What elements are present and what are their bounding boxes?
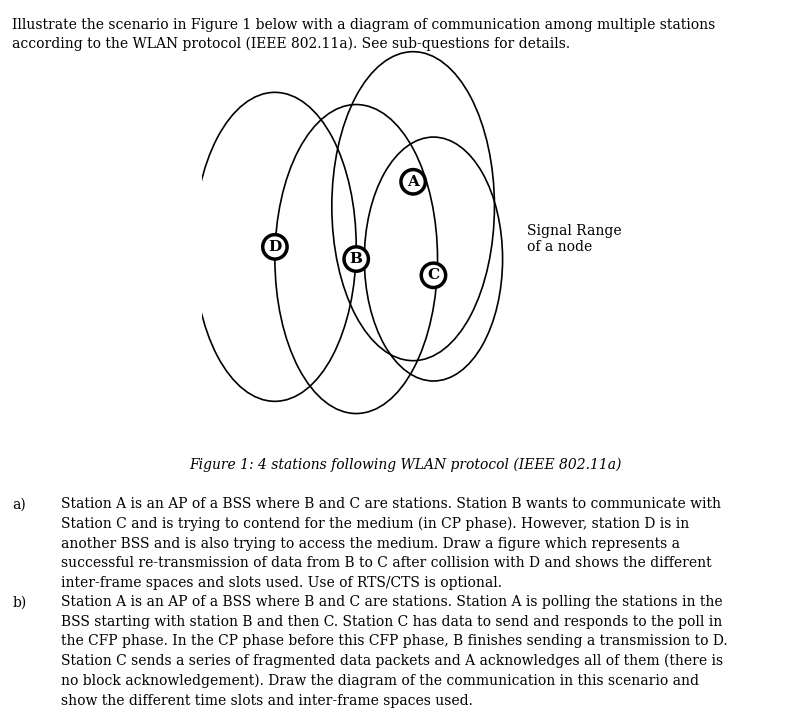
Text: Illustrate the scenario in Figure 1 below with a diagram of communication among : Illustrate the scenario in Figure 1 belo… (12, 18, 715, 51)
Circle shape (421, 263, 446, 287)
Text: A: A (407, 175, 419, 189)
Text: B: B (350, 252, 363, 266)
Text: Station A is an AP of a BSS where B and C are stations. Station A is polling the: Station A is an AP of a BSS where B and … (61, 595, 727, 708)
Text: C: C (428, 269, 440, 282)
Text: Station A is an AP of a BSS where B and C are stations. Station B wants to commu: Station A is an AP of a BSS where B and … (61, 497, 721, 590)
Circle shape (344, 247, 369, 272)
Text: a): a) (12, 497, 26, 511)
Circle shape (262, 234, 287, 259)
Text: Figure 1: 4 stations following WLAN protocol (IEEE 802.11a): Figure 1: 4 stations following WLAN prot… (189, 457, 621, 472)
Text: D: D (268, 240, 282, 254)
Text: Signal Range
of a node: Signal Range of a node (527, 224, 621, 254)
Text: b): b) (12, 595, 27, 609)
Circle shape (401, 170, 425, 194)
